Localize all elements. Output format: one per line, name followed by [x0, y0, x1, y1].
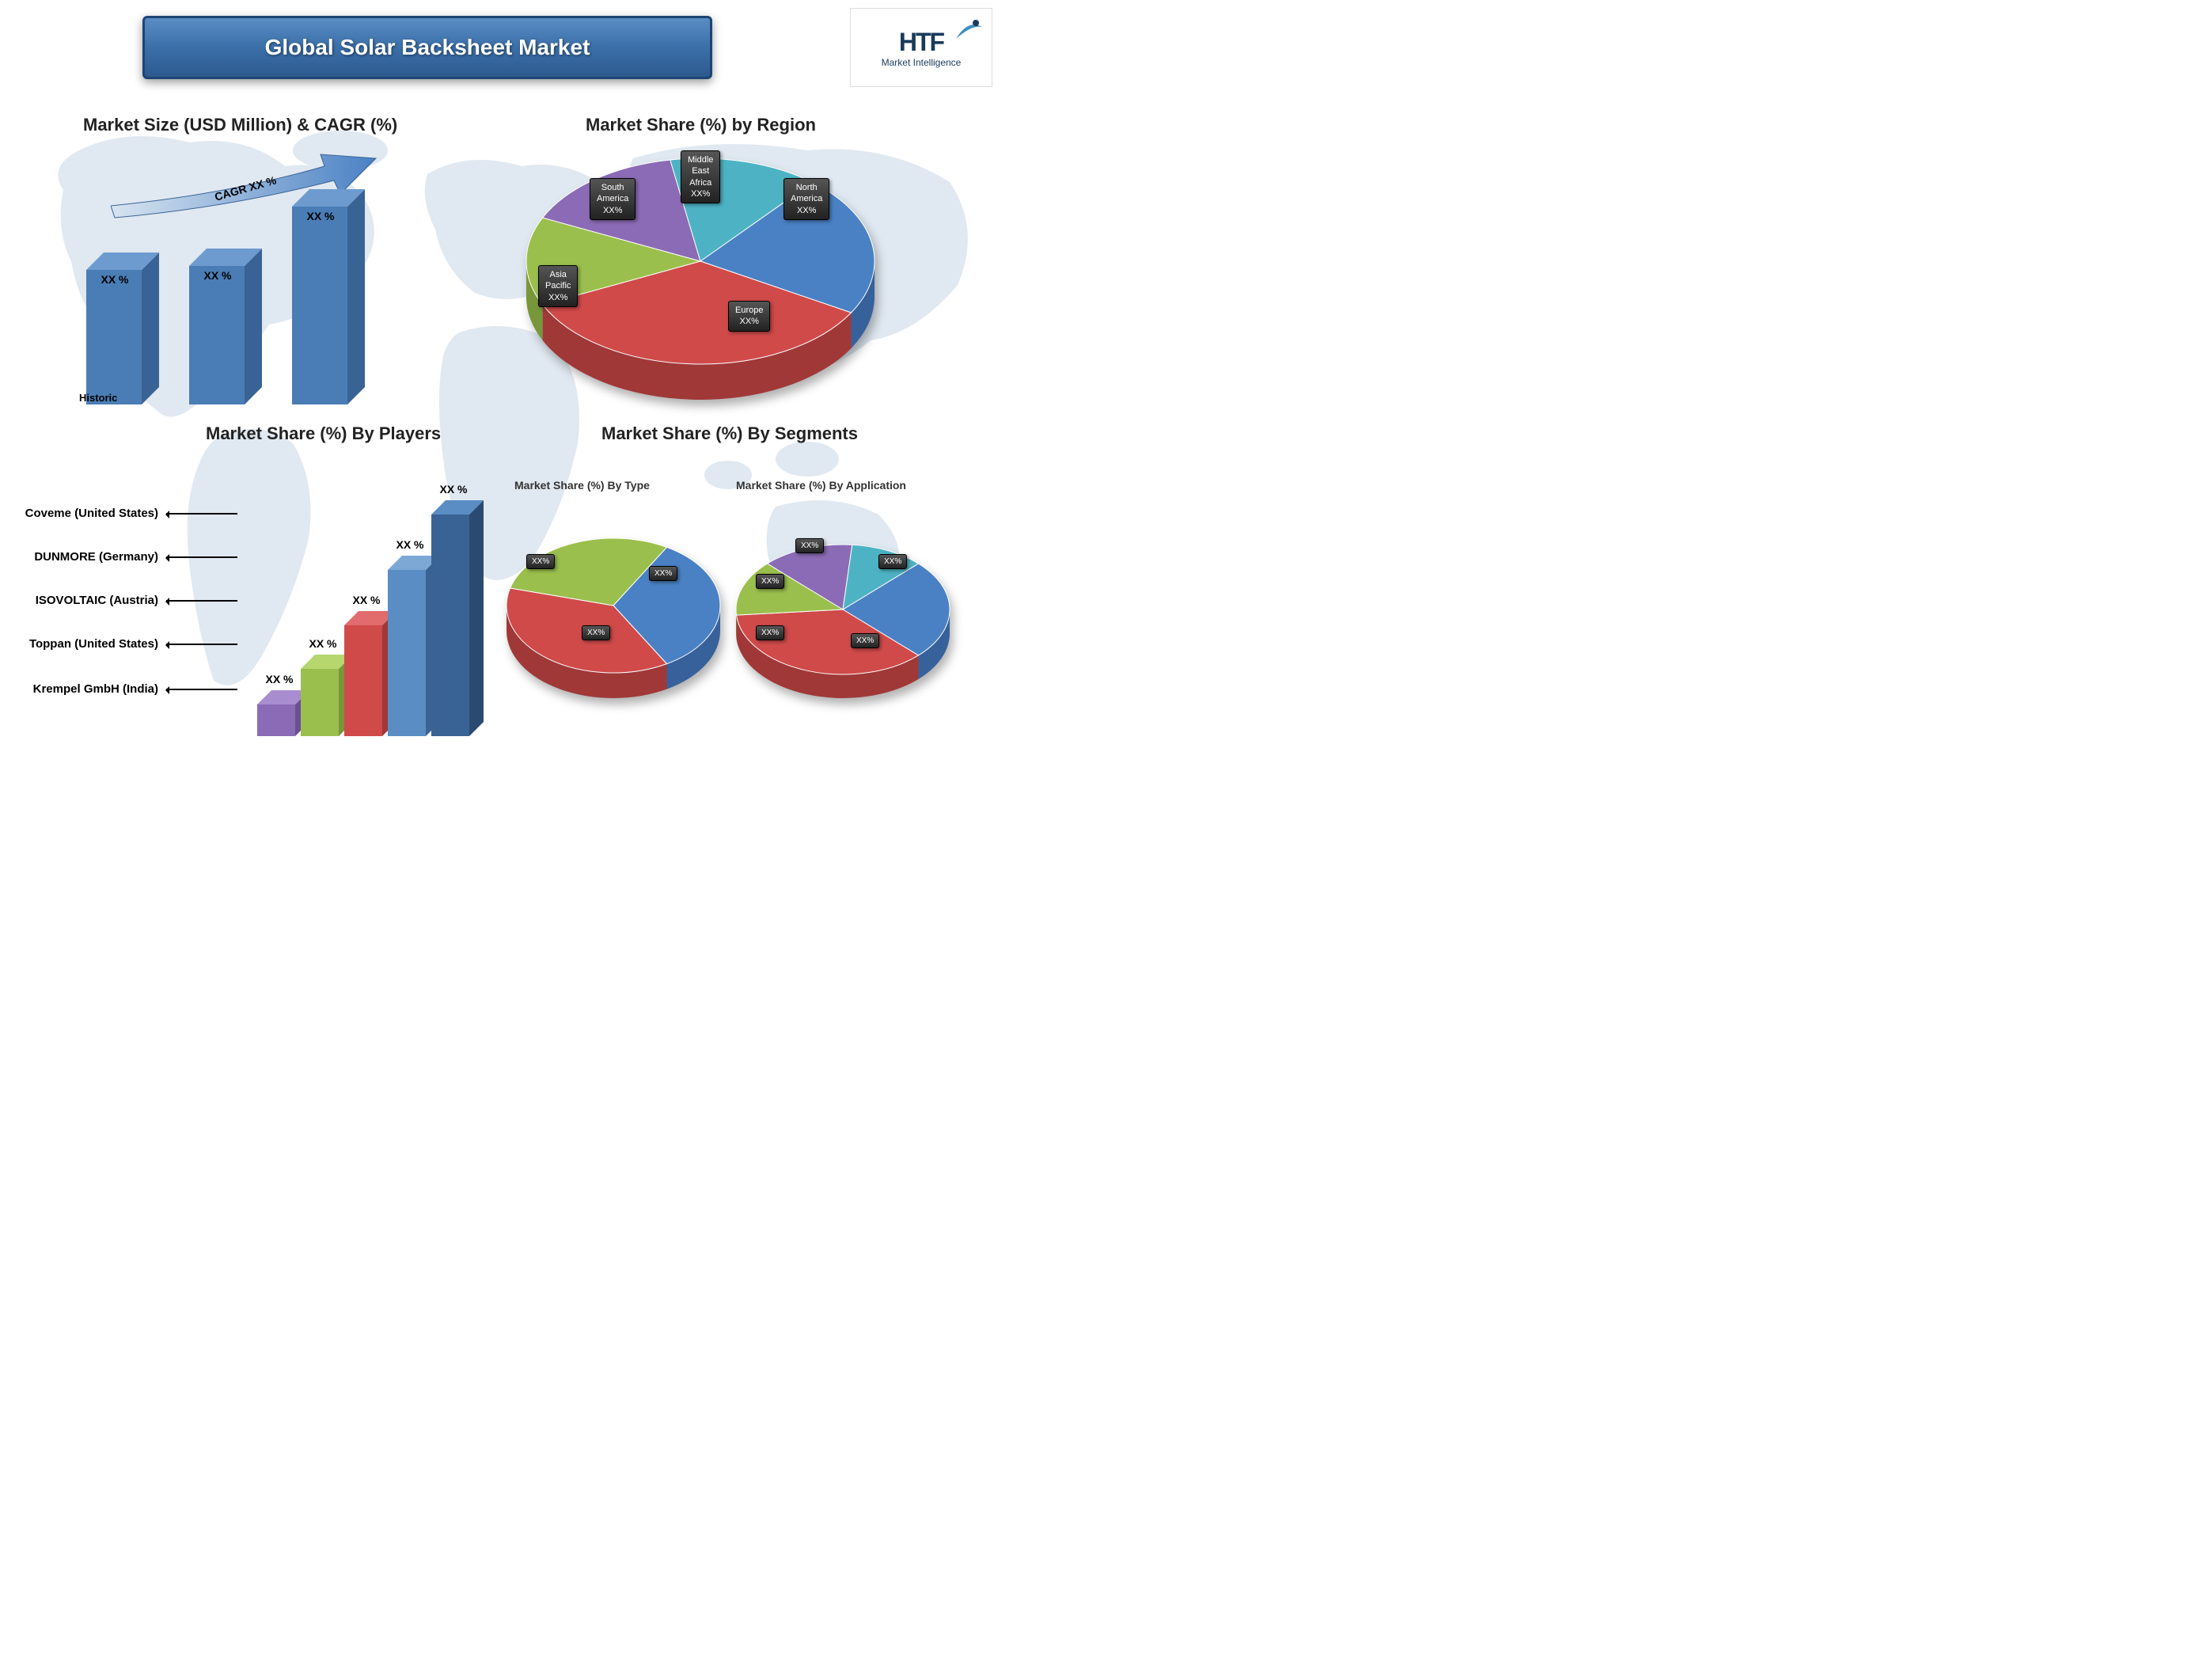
arrow-icon [166, 556, 237, 558]
pie-svg [491, 522, 736, 714]
player-name: DUNMORE (Germany) [34, 550, 158, 564]
bar-value-label: XX % [299, 637, 347, 650]
player-item: DUNMORE (Germany) [0, 550, 237, 564]
subtitle-application: Market Share (%) By Application [736, 479, 906, 492]
pie-slice-label: XX% [649, 566, 677, 581]
bar-value-label: XX % [256, 673, 303, 685]
pie-slice-label: XX% [878, 554, 907, 569]
pie-slice-label: XX% [756, 625, 784, 640]
pie-slice-label: Middle East AfricaXX% [681, 150, 720, 203]
pie-slice-label: South AmericaXX% [590, 178, 636, 220]
pie-slice-label: North AmericaXX% [783, 178, 829, 220]
pie-slice-label: XX% [851, 633, 879, 648]
pie-svg [720, 529, 966, 714]
bar [431, 500, 485, 742]
arrow-icon [166, 689, 237, 690]
player-name: Krempel GmbH (India) [33, 682, 158, 696]
brand-logo: HTF Market Intelligence [850, 8, 992, 87]
player-item: ISOVOLTAIC (Austria) [0, 594, 237, 607]
bar-value-label: XX % [386, 538, 434, 551]
pie-slice-label: EuropeXX% [728, 301, 770, 332]
section-title-region: Market Share (%) by Region [586, 115, 816, 135]
player-name: ISOVOLTAIC (Austria) [36, 594, 158, 607]
player-item: Toppan (United States) [0, 637, 237, 651]
pie-slice-label: XX% [526, 554, 555, 569]
pie-slice-label: XX% [795, 538, 824, 553]
pie-slice-label: XX% [582, 625, 610, 640]
arrow-icon [166, 644, 237, 645]
logo-icon [952, 15, 984, 47]
player-item: Coveme (United States) [0, 507, 237, 520]
player-name: Coveme (United States) [25, 507, 158, 520]
arrow-icon [166, 600, 237, 602]
logo-tagline: Market Intelligence [882, 57, 962, 68]
section-title-segments: Market Share (%) By Segments [601, 423, 858, 444]
bar-value-label: XX % [430, 483, 477, 496]
subtitle-type: Market Share (%) By Type [514, 479, 650, 492]
infographic-canvas: Global Solar Backsheet Market HTF Market… [0, 0, 1000, 754]
pie-slice-label: XX% [756, 574, 784, 589]
logo-text: HTF [899, 28, 943, 57]
player-item: Krempel GmbH (India) [0, 682, 237, 696]
bar-value-label: XX % [343, 594, 390, 606]
pie-slice-label: Asia PacificXX% [538, 265, 578, 307]
player-name: Toppan (United States) [29, 637, 158, 651]
arrow-icon [166, 513, 237, 515]
